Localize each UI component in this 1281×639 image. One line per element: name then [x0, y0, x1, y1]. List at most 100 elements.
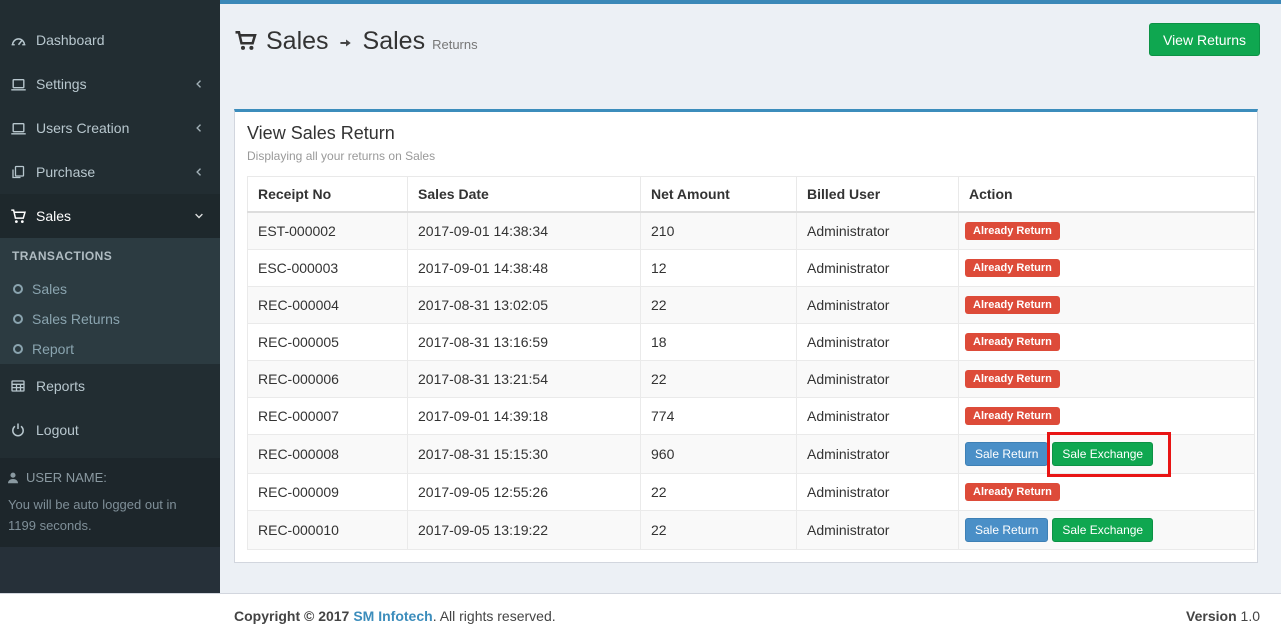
table-row: REC-000005 2017-08-31 13:16:59 18 Administr…: [247, 322, 1255, 361]
circle-outline-icon: [13, 284, 23, 294]
action-cell: Already Return: [958, 285, 1255, 324]
column-header-billed-user: Billed User: [796, 176, 959, 213]
billed-user-cell: Administrator: [796, 285, 959, 324]
arrow-right-icon: [339, 35, 354, 50]
sidebar-item-purchase[interactable]: Purchase: [0, 150, 220, 194]
breadcrumb-root: Sales: [266, 26, 329, 55]
submenu-item-label: Report: [32, 341, 75, 357]
content-header: Sales Sales Returns View Returns: [220, 4, 1281, 62]
circle-outline-icon: [13, 344, 23, 354]
sidebar-item-label: Dashboard: [36, 32, 105, 48]
action-cell: Already Return: [958, 248, 1255, 287]
receipt-no-cell: REC-000010: [247, 509, 408, 550]
sidebar-item-label: Sales: [36, 208, 72, 224]
auto-logout-message: You will be auto logged out in 1199 seco…: [8, 497, 177, 533]
submenu-item-label: Sales: [32, 281, 68, 297]
sidebar-item-settings[interactable]: Settings: [0, 62, 220, 106]
receipt-no-cell: REC-000005: [247, 322, 408, 361]
sidebar-item-reports[interactable]: Reports: [0, 364, 220, 408]
power-icon: [10, 422, 36, 438]
table-row: EST-000002 2017-09-01 14:38:34 210 Administ…: [247, 211, 1255, 250]
column-header-receipt-no: Receipt No: [247, 176, 408, 213]
receipt-no-cell: EST-000002: [247, 211, 408, 250]
already-return-badge: Already Return: [965, 407, 1060, 425]
sales-date-cell: 2017-09-01 14:39:18: [407, 396, 641, 435]
table-row: ESC-000003 2017-09-01 14:38:48 12 Administr…: [247, 248, 1255, 287]
submenu-item-sales[interactable]: Sales: [0, 274, 220, 304]
receipt-no-cell: REC-000004: [247, 285, 408, 324]
sidebar-item-label: Settings: [36, 76, 87, 92]
sidebar-item-logout[interactable]: Logout: [0, 408, 220, 452]
returns-table-body: EST-000002 2017-09-01 14:38:34 210 Administ…: [247, 211, 1255, 550]
chevron-down-icon: [193, 210, 205, 222]
sales-return-panel: View Sales Return Displaying all your re…: [234, 109, 1258, 563]
version-label: Version: [1186, 608, 1237, 624]
sales-date-cell: 2017-09-01 14:38:48: [407, 248, 641, 287]
top-accent-bar: [220, 0, 1281, 4]
submenu-item-report[interactable]: Report: [0, 334, 220, 364]
action-cell: Already Return: [958, 322, 1255, 361]
breadcrumb-sub: Returns: [432, 37, 478, 52]
billed-user-cell: Administrator: [796, 509, 959, 550]
net-amount-cell: 22: [640, 472, 797, 511]
net-amount-cell: 22: [640, 509, 797, 550]
chevron-left-icon: [193, 166, 205, 178]
receipt-no-cell: REC-000009: [247, 472, 408, 511]
chevron-left-icon: [193, 78, 205, 90]
sidebar-item-label: Reports: [36, 378, 86, 394]
dashboard-icon: [10, 32, 36, 49]
panel-title: View Sales Return: [247, 123, 395, 143]
net-amount-cell: 12: [640, 248, 797, 287]
sales-date-cell: 2017-09-01 14:38:34: [407, 211, 641, 250]
sale-return-button[interactable]: Sale Return: [965, 517, 1049, 542]
table-icon: [10, 378, 36, 394]
action-cell: Already Return: [958, 396, 1255, 435]
sidebar-footer-strip: [0, 547, 220, 593]
already-return-badge: Already Return: [965, 370, 1060, 388]
panel-subtitle: Displaying all your returns on Sales: [247, 149, 436, 163]
billed-user-cell: Administrator: [796, 211, 959, 250]
action-cell: Sale Return Sale Exchange: [958, 431, 1255, 477]
copyright-text: Copyright © 2017 SM Infotech. All rights …: [234, 608, 556, 639]
sidebar-item-dashboard[interactable]: Dashboard: [0, 18, 220, 62]
view-returns-button[interactable]: View Returns: [1148, 23, 1260, 56]
sale-return-button[interactable]: Sale Return: [965, 441, 1049, 466]
submenu-item-sales-returns[interactable]: Sales Returns: [0, 304, 220, 334]
table-row: REC-000004 2017-08-31 13:02:05 22 Administr…: [247, 285, 1255, 324]
sales-date-cell: 2017-08-31 13:21:54: [407, 359, 641, 398]
chevron-left-icon: [193, 122, 205, 134]
column-header-sales-date: Sales Date: [407, 176, 641, 213]
net-amount-cell: 960: [640, 433, 797, 474]
user-panel: USER NAME: You will be auto logged out i…: [0, 458, 220, 551]
column-header-action: Action: [958, 176, 1255, 213]
billed-user-cell: Administrator: [796, 396, 959, 435]
page-footer: Copyright © 2017 SM Infotech. All rights …: [0, 593, 1281, 639]
action-cell: Already Return: [958, 359, 1255, 398]
breadcrumb-page: Sales: [362, 26, 426, 55]
sidebar-item-sales[interactable]: Sales: [0, 194, 220, 238]
net-amount-cell: 22: [640, 359, 797, 398]
company-link[interactable]: SM Infotech: [353, 608, 433, 624]
table-row: REC-000007 2017-09-01 14:39:18 774 Administ…: [247, 396, 1255, 435]
highlighted-action: Sale Exchange: [1047, 431, 1172, 477]
already-return-badge: Already Return: [965, 483, 1060, 501]
sales-date-cell: 2017-09-05 12:55:26: [407, 472, 641, 511]
receipt-no-cell: ESC-000003: [247, 248, 408, 287]
already-return-badge: Already Return: [965, 333, 1060, 351]
billed-user-cell: Administrator: [796, 472, 959, 511]
sidebar-item-users-creation[interactable]: Users Creation: [0, 106, 220, 150]
action-cell: Already Return: [958, 472, 1255, 511]
net-amount-cell: 774: [640, 396, 797, 435]
copyright-suffix: . All rights reserved.: [432, 608, 556, 624]
version-text: Version 1.0: [1186, 608, 1260, 639]
table-row: REC-000008 2017-08-31 15:15:30 960 Administ…: [247, 431, 1255, 477]
net-amount-cell: 22: [640, 285, 797, 324]
sale-exchange-button[interactable]: Sale Exchange: [1052, 441, 1154, 466]
sales-date-cell: 2017-08-31 13:16:59: [407, 322, 641, 361]
sidebar-item-label: Logout: [36, 422, 79, 438]
sale-exchange-button[interactable]: Sale Exchange: [1052, 517, 1154, 542]
already-return-badge: Already Return: [965, 296, 1060, 314]
circle-outline-icon: [13, 314, 23, 324]
sales-date-cell: 2017-09-05 13:19:22: [407, 509, 641, 550]
